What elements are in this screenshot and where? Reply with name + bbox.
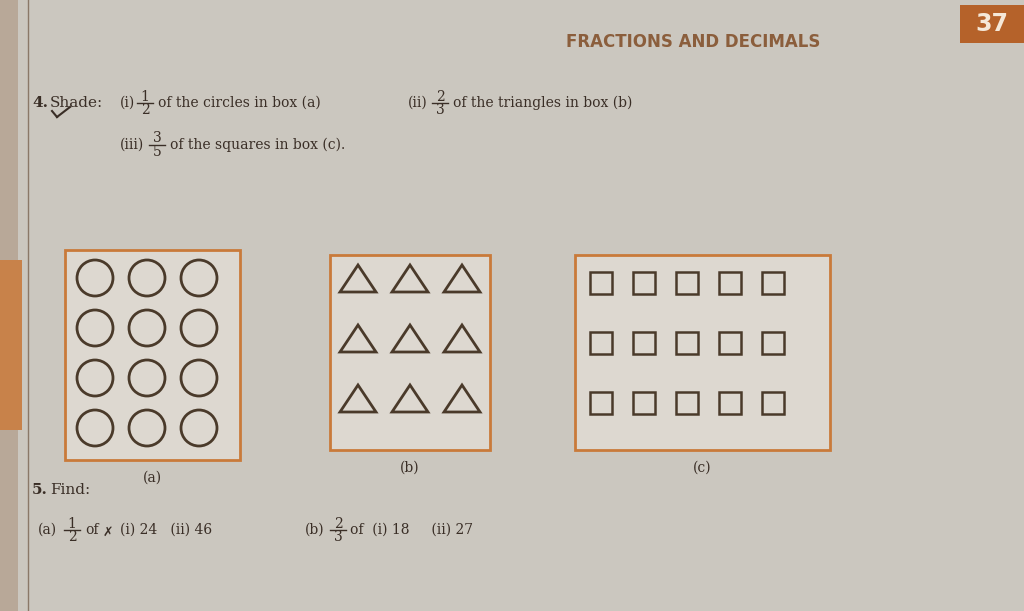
Text: 3: 3 <box>435 103 444 117</box>
Text: of: of <box>85 523 98 537</box>
Bar <box>762 332 784 354</box>
Text: 1: 1 <box>68 517 77 531</box>
Circle shape <box>181 310 217 346</box>
Bar <box>961 5 1024 43</box>
Text: 3: 3 <box>153 131 162 145</box>
Bar <box>575 255 830 450</box>
Circle shape <box>181 410 217 446</box>
Bar <box>676 392 698 414</box>
Text: (b): (b) <box>305 523 325 537</box>
Circle shape <box>129 360 165 396</box>
Text: (c): (c) <box>693 461 712 475</box>
Circle shape <box>129 310 165 346</box>
Text: 2: 2 <box>68 530 77 544</box>
Bar <box>590 392 612 414</box>
Text: (a): (a) <box>143 471 162 485</box>
Text: FRACTIONS AND DECIMALS: FRACTIONS AND DECIMALS <box>565 33 820 51</box>
Circle shape <box>129 410 165 446</box>
Polygon shape <box>340 265 376 292</box>
Text: (b): (b) <box>400 461 420 475</box>
Bar <box>590 332 612 354</box>
Polygon shape <box>340 325 376 352</box>
Text: (ii): (ii) <box>408 96 428 110</box>
Circle shape <box>77 310 113 346</box>
Polygon shape <box>444 385 480 412</box>
Bar <box>633 332 655 354</box>
Text: of the circles in box (a): of the circles in box (a) <box>158 96 321 110</box>
Text: of the squares in box (c).: of the squares in box (c). <box>170 138 345 152</box>
Text: of  (i) 18     (ii) 27: of (i) 18 (ii) 27 <box>350 523 473 537</box>
Text: 2: 2 <box>435 90 444 104</box>
Text: (iii): (iii) <box>120 138 144 152</box>
Bar <box>0 0 18 611</box>
Text: 5: 5 <box>153 145 162 159</box>
Polygon shape <box>392 325 428 352</box>
Bar <box>676 272 698 294</box>
Circle shape <box>77 410 113 446</box>
Text: of the triangles in box (b): of the triangles in box (b) <box>453 96 633 110</box>
Circle shape <box>77 360 113 396</box>
Text: (i) 24   (ii) 46: (i) 24 (ii) 46 <box>120 523 212 537</box>
Text: 3: 3 <box>334 530 342 544</box>
Text: 2: 2 <box>334 517 342 531</box>
Bar <box>719 332 741 354</box>
Polygon shape <box>392 385 428 412</box>
Bar <box>762 272 784 294</box>
Polygon shape <box>340 385 376 412</box>
Bar <box>65 250 240 460</box>
Circle shape <box>77 260 113 296</box>
Circle shape <box>181 260 217 296</box>
Circle shape <box>181 360 217 396</box>
Bar <box>330 255 490 450</box>
Text: 2: 2 <box>140 103 150 117</box>
Text: ✗: ✗ <box>102 525 114 538</box>
Text: (a): (a) <box>38 523 57 537</box>
Text: Shade:: Shade: <box>50 96 103 110</box>
Text: Find:: Find: <box>50 483 90 497</box>
Polygon shape <box>444 265 480 292</box>
Text: 4.: 4. <box>32 96 48 110</box>
Bar <box>676 332 698 354</box>
Text: 5.: 5. <box>32 483 48 497</box>
Polygon shape <box>444 325 480 352</box>
Polygon shape <box>392 265 428 292</box>
Text: (i): (i) <box>120 96 135 110</box>
Bar <box>590 272 612 294</box>
Bar <box>762 392 784 414</box>
Text: 37: 37 <box>976 12 1009 36</box>
Text: 1: 1 <box>140 90 150 104</box>
Bar <box>719 272 741 294</box>
Bar <box>633 392 655 414</box>
Bar <box>719 392 741 414</box>
Bar <box>633 272 655 294</box>
Bar <box>0 260 22 430</box>
Circle shape <box>129 260 165 296</box>
